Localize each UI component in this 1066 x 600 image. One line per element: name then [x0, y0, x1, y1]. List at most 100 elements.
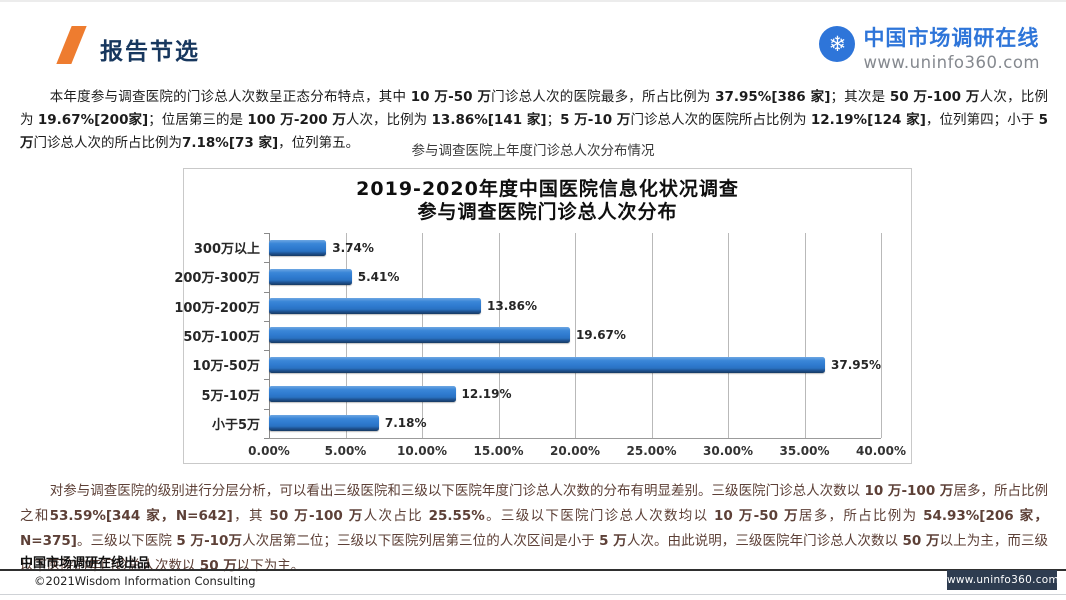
y-tick [264, 320, 269, 322]
bar [269, 268, 352, 285]
x-tick-label: 10.00% [397, 444, 447, 458]
value-label: 5.41% [357, 269, 400, 284]
chart-row: 小于5万 7.18% [212, 409, 881, 438]
highlighted-stat: 25.55% [428, 508, 485, 524]
bar-chart: 2019-2020年度中国医院信息化状况调查 参与调查医院门诊总人次分布 300… [174, 168, 912, 464]
intro-paragraph: 本年度参与调查医院的门诊总人次数呈正态分布特点，其中 10 万-50 万门诊总人… [20, 86, 1048, 155]
paragraph-text: ； [546, 112, 561, 128]
page-title: 报告节选 [100, 39, 200, 65]
paragraph-text: ；其次是 [830, 89, 890, 105]
x-tick-label: 5.00% [324, 444, 367, 458]
footer-divider [0, 569, 1066, 571]
paragraph-text: 人次居第二位；三级以下医院列居第三位的人次区间是小于 [242, 533, 600, 549]
paragraph-text: 门诊总人次的医院所占比例为 [630, 112, 811, 128]
paragraph-text: 对参与调查医院的级别进行分层分析，可以看出三级医院和三级以下医院年度门诊总人次数… [49, 483, 865, 499]
value-label: 19.67% [575, 328, 626, 343]
paragraph-text: 人次，比例为 [20, 89, 1049, 128]
paragraph-text: 本年度参与调查医院的门诊总人次数呈正态分布特点，其中 [49, 89, 411, 105]
paragraph-text: ，其 [232, 508, 270, 524]
bar [269, 327, 570, 344]
header-slash-decoration [56, 26, 87, 64]
paragraph-text: 以下为主。 [236, 558, 305, 574]
highlighted-stat: 10 万-50 万 [410, 89, 492, 105]
y-tick [264, 408, 269, 410]
chart-plot-area: 300万以上 3.74% 200万-300万 5.41% 100万-200万 13.86%… [174, 233, 906, 458]
paragraph-text: 门诊总人次的所占比例为 [33, 135, 183, 151]
chart-row: 5万-10万 12.19% [201, 379, 881, 408]
highlighted-stat: 50 万-100 万 [889, 89, 980, 105]
highlighted-stat: 12.19%[124 家] [810, 112, 926, 128]
highlighted-stat: 5 万-10 万 [560, 112, 631, 128]
paragraph-text: 。三级以下医院门诊总人次数均以 [484, 508, 715, 524]
x-tick-label: 15.00% [473, 444, 524, 458]
bar [269, 298, 482, 315]
highlighted-stat: 54.93%[206 家，N=375] [20, 508, 1048, 549]
value-label: 7.18% [384, 416, 427, 431]
analysis-paragraph: 对参与调查医院的级别进行分层分析，可以看出三级医院和三级以下医院年度门诊总人次数… [20, 479, 1048, 579]
paragraph-text: ，位列第五。 [278, 135, 360, 151]
paragraph-text: 人次，比例为 [345, 112, 432, 128]
page-edge-line [0, 594, 1066, 595]
site-badge[interactable]: www.uninfo360.com [947, 570, 1059, 590]
paragraph-text: 居多，所占比例之和 [20, 483, 1048, 524]
brand-name: 中国市场调研在线 [863, 26, 1040, 50]
bar [269, 356, 826, 373]
brand-logo[interactable]: ❄ 中国市场调研在线 www.uninfo360.com [819, 22, 1040, 72]
paragraph-text: 人次占比 [363, 508, 429, 524]
chart-x-axis: 0.00% 5.00% 10.00% 15.00% 20.00% 25.00% 30.00%… [248, 438, 906, 460]
chart-row: 100万-200万 13.86% [174, 292, 881, 321]
highlighted-stat: 5 万-10万 [176, 533, 243, 549]
value-label: 3.74% [332, 240, 374, 255]
x-tick-label: 40.00% [856, 444, 906, 458]
chart-row: 200万-300万 5.41% [174, 262, 881, 291]
highlighted-stat: 19.67%[200家] [37, 112, 149, 128]
highlighted-stat: 5 万 [599, 533, 627, 549]
y-tick [264, 438, 269, 439]
category-label: 50万-100万 [183, 329, 260, 345]
value-label: 37.95% [831, 357, 881, 372]
chart-caption: 参与调查医院上年度门诊总人次分布情况 [411, 143, 655, 159]
y-tick [264, 379, 269, 381]
paragraph-text: ；位居第三的是 [148, 112, 248, 128]
category-label: 小于5万 [211, 417, 260, 433]
gridline [804, 233, 806, 438]
gridline [881, 233, 882, 438]
chart-row: 10万-50万 37.95% [192, 350, 881, 379]
highlighted-stat: 5 万 [20, 112, 1049, 151]
y-tick [264, 262, 269, 264]
value-label: 13.86% [487, 299, 538, 314]
highlighted-stat: 10 万-50 万 [714, 508, 799, 524]
chart-title-line1: 2019-2020年度中国医院信息化状况调查 [356, 178, 739, 200]
category-label: 100万-200万 [174, 300, 260, 316]
bar [269, 239, 327, 256]
paragraph-text: 居多，所占比例为 [798, 508, 924, 524]
x-tick-label: 0.00% [248, 444, 290, 458]
highlighted-stat: 10 万-100 万 [864, 483, 954, 499]
chart-title-line2: 参与调查医院门诊总人次分布 [417, 201, 678, 223]
copyright-text: ©2021Wisdom Information Consulting [34, 574, 256, 588]
highlighted-stat: 7.18%[73 家] [182, 135, 279, 151]
paragraph-text: ，位列第四；小于 [925, 112, 1039, 128]
brand-url[interactable]: www.uninfo360.com [863, 53, 1040, 72]
footer-produced-by: 中国市场调研在线出品 [20, 556, 151, 571]
highlighted-stat: 50 万 [902, 533, 940, 549]
category-label: 200万-300万 [174, 271, 260, 287]
paragraph-text: 门诊总人次的医院最多，所占比例为 [491, 89, 716, 105]
paragraph-text: 。三级以下医院 [76, 533, 177, 549]
category-label: 10万-50万 [192, 359, 260, 375]
snowflake-icon: ❄ [819, 26, 856, 62]
x-tick-label: 30.00% [703, 444, 753, 458]
highlighted-stat: 13.86%[141 家] [431, 112, 547, 128]
highlighted-stat: 50 万 [199, 558, 237, 574]
bar [269, 415, 379, 432]
y-tick [264, 233, 269, 234]
gridline [728, 233, 729, 438]
highlighted-stat: 50 万-100 万 [269, 508, 364, 524]
bar [269, 386, 456, 403]
highlighted-stat: 37.95%[386 家] [715, 89, 831, 105]
gridline [651, 233, 653, 438]
y-tick [264, 350, 269, 352]
category-label: 5万-10万 [201, 388, 260, 404]
highlighted-stat: 100 万-200 万 [247, 112, 346, 128]
